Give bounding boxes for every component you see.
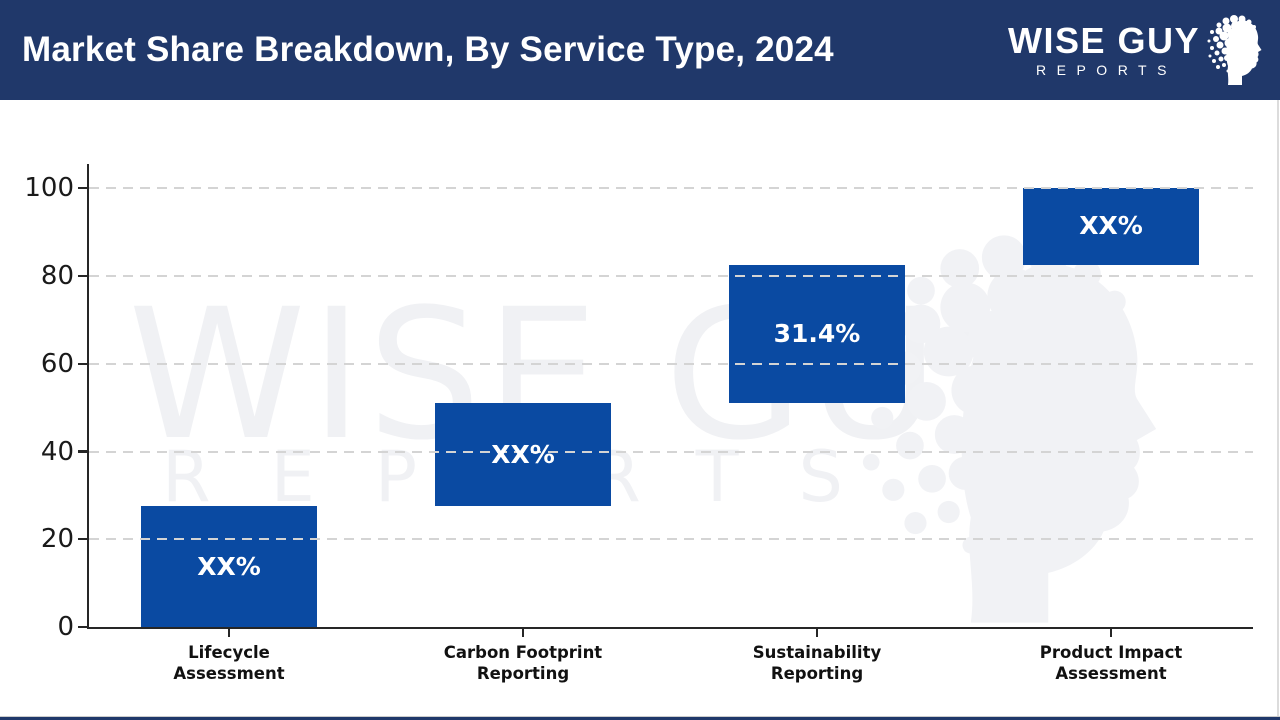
x-category-label-line: Sustainability xyxy=(752,643,882,662)
x-category-label-line: Assessment xyxy=(1055,664,1167,683)
y-gridline xyxy=(89,538,1253,541)
y-tick-mark xyxy=(78,186,87,189)
wiseguy-logo: WISE GUY REPORTS xyxy=(1008,11,1264,89)
x-category-label: Carbon Footprint Reporting xyxy=(376,642,670,684)
x-tick-mark xyxy=(521,629,525,637)
y-gridline xyxy=(89,186,1253,189)
page-title: Market Share Breakdown, By Service Type,… xyxy=(22,30,834,69)
y-tick-mark xyxy=(78,626,87,629)
y-tick-label: 100 xyxy=(24,172,74,203)
y-tick-mark xyxy=(78,538,87,541)
y-tick-mark xyxy=(78,274,87,277)
y-gridline xyxy=(89,274,1253,277)
logo-head-icon xyxy=(1204,11,1264,89)
bar-segment xyxy=(141,506,317,628)
x-tick-mark xyxy=(227,629,231,637)
bar-value-label: XX% xyxy=(197,551,261,581)
bottom-hairline xyxy=(0,715,1280,717)
x-tick-mark xyxy=(815,629,819,637)
y-gridline xyxy=(89,362,1253,365)
bar-segment xyxy=(435,403,611,507)
x-category-label: Lifecycle Assessment xyxy=(82,642,376,684)
x-tick-mark xyxy=(1109,629,1113,637)
y-gridline xyxy=(89,450,1253,453)
bar-segment xyxy=(1023,187,1199,266)
x-category-label-line: Assessment xyxy=(173,664,285,683)
y-tick-label: 80 xyxy=(40,260,74,291)
bar-value-label: 31.4% xyxy=(773,319,861,349)
x-category-label-line: Reporting xyxy=(476,664,570,683)
y-axis-spine xyxy=(87,164,90,628)
y-tick-label: 60 xyxy=(40,348,74,379)
y-tick-label: 20 xyxy=(40,524,74,555)
bar-segment xyxy=(729,265,905,404)
logo-subtitle: REPORTS xyxy=(1036,62,1177,78)
y-tick-label: 40 xyxy=(40,436,74,467)
footer-strip xyxy=(0,717,1280,720)
y-tick-label: 0 xyxy=(57,612,74,643)
y-tick-mark xyxy=(78,362,87,365)
x-category-label: Product Impact Assessment xyxy=(964,642,1258,684)
plot-right-border xyxy=(1277,100,1279,716)
x-category-label: Sustainability Reporting xyxy=(670,642,964,684)
y-tick-mark xyxy=(78,450,87,453)
x-axis-line xyxy=(87,626,1253,630)
logo-wordmark: WISE GUY xyxy=(1007,20,1200,61)
bar-value-label: XX% xyxy=(491,439,555,469)
header-banner: Market Share Breakdown, By Service Type,… xyxy=(0,0,1280,100)
x-category-label-line: Product Impact xyxy=(1039,643,1183,662)
x-category-label-line: Lifecycle xyxy=(188,643,270,662)
bar-value-label: XX% xyxy=(1079,211,1143,241)
logo-text: WISE GUY REPORTS xyxy=(1007,20,1200,78)
x-category-label-line: Carbon Footprint xyxy=(443,643,603,662)
x-category-label-line: Reporting xyxy=(770,664,864,683)
